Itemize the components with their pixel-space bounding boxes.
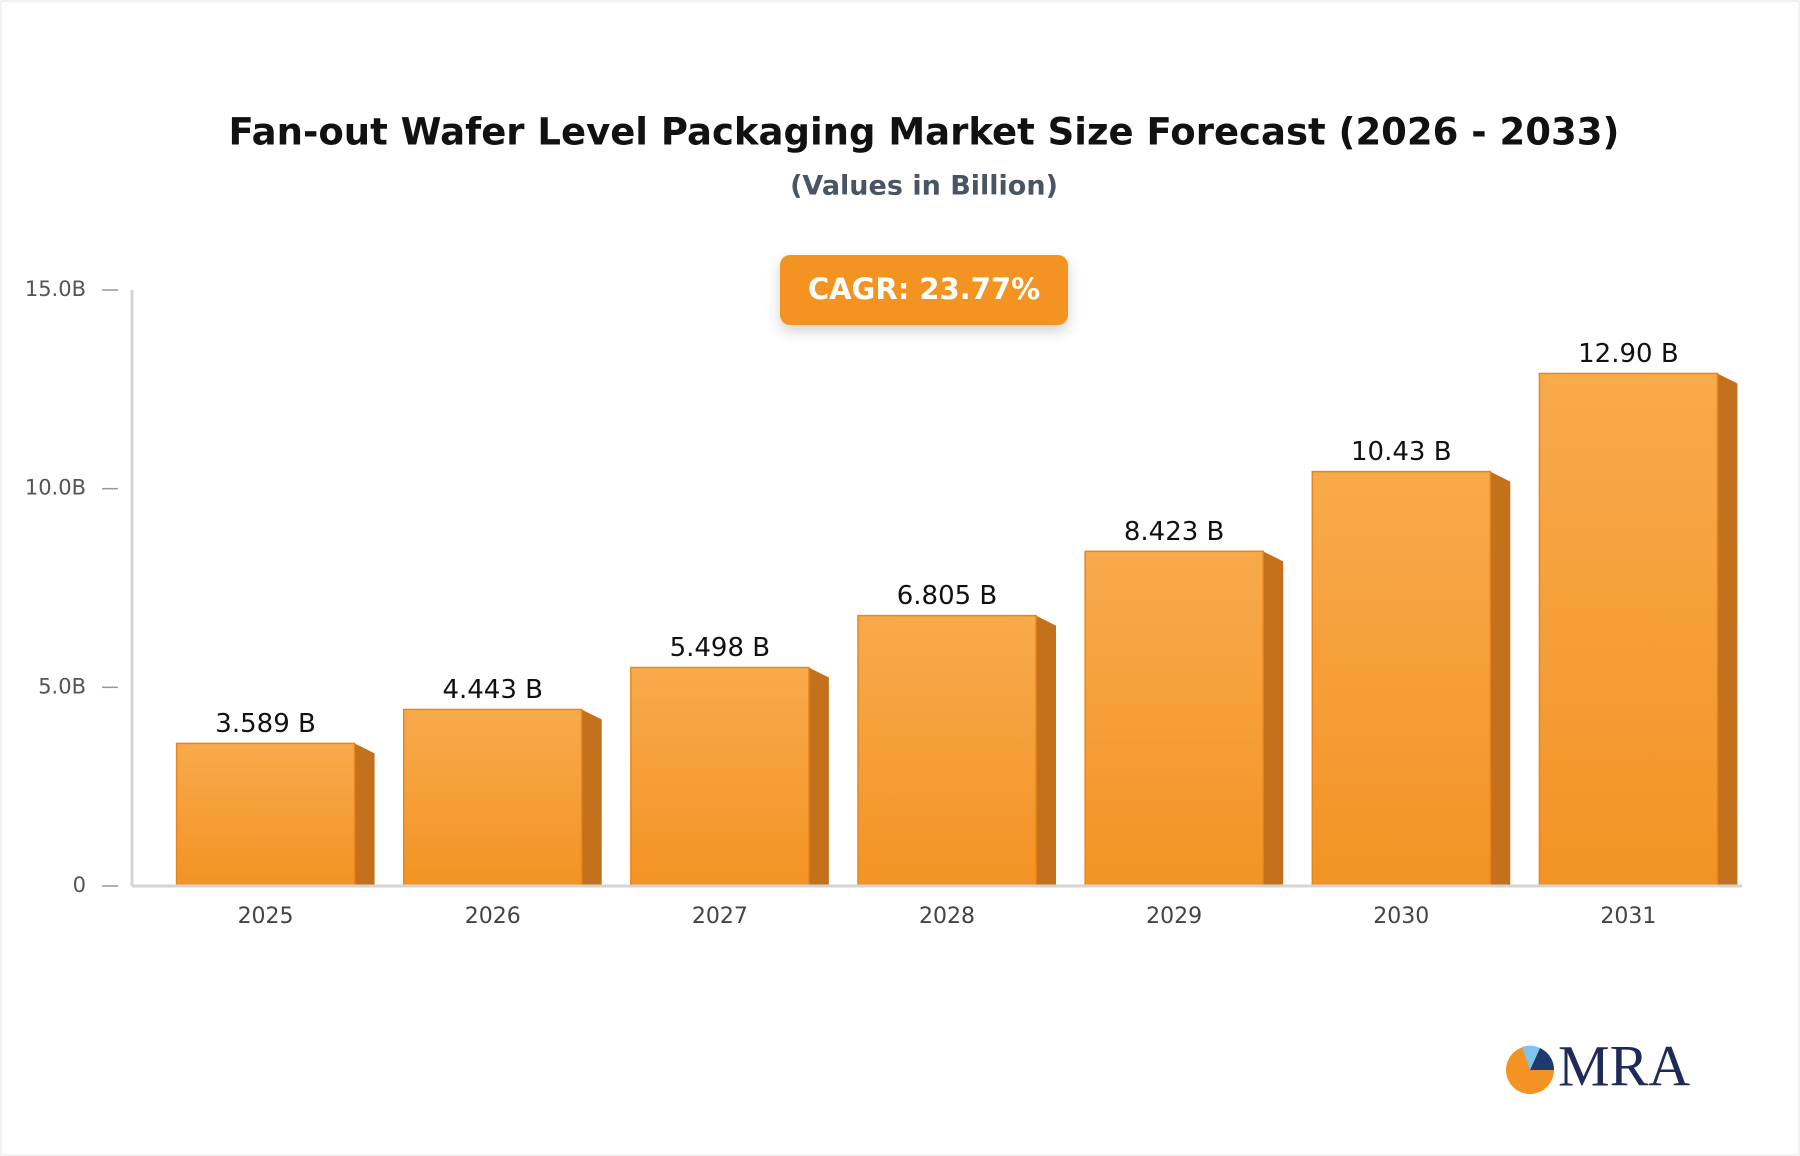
cagr-label: CAGR: 23.77% (808, 272, 1040, 306)
value-label: 6.805 B (897, 581, 998, 611)
chart-subtitle: (Values in Billion) (790, 171, 1058, 202)
bar-side (1263, 551, 1284, 886)
x-tick-label: 2025 (238, 904, 294, 929)
logo-slice (1522, 1045, 1540, 1070)
x-tick-label: 2026 (465, 904, 521, 929)
bar (1311, 470, 1492, 887)
value-label: 10.43 B (1351, 437, 1452, 467)
bar-side (581, 709, 602, 886)
value-label: 3.589 B (215, 709, 316, 739)
x-tick-label: 2029 (1146, 904, 1202, 929)
bar (175, 742, 356, 887)
y-tick-label: 0 (73, 873, 86, 897)
logo-text: MRA (1558, 1033, 1690, 1098)
bar-side (1036, 615, 1056, 886)
value-label: 5.498 B (670, 633, 771, 663)
cagr-box (780, 255, 1068, 325)
y-tick-label: 5.0B (38, 674, 86, 698)
bar-side (354, 743, 375, 886)
bar (402, 708, 583, 887)
logo-slice (1530, 1048, 1555, 1070)
y-tick-label: 15.0B (25, 277, 86, 301)
bar (630, 666, 810, 887)
value-label: 8.423 B (1124, 517, 1225, 547)
x-tick-label: 2027 (692, 904, 748, 929)
x-tick-label: 2028 (919, 904, 975, 929)
bar-side (808, 667, 829, 886)
x-tick-label: 2031 (1600, 904, 1656, 929)
chart-title: Fan-out Wafer Level Packaging Market Siz… (229, 111, 1620, 154)
bar (1538, 372, 1719, 887)
bar-side (1490, 471, 1511, 886)
value-label: 12.90 B (1578, 339, 1679, 369)
value-label: 4.443 B (442, 675, 543, 705)
bar (1084, 550, 1264, 887)
y-tick-label: 10.0B (25, 476, 86, 500)
bar-side (1717, 373, 1738, 886)
cagr-badge: CAGR: 23.77% (780, 255, 1068, 325)
bar (857, 614, 1037, 887)
plot: 0 5.0B 10.0B 15.0B 2025 3.589 B 2026 4.443 B 202… (25, 277, 1742, 929)
logo: MRA (1506, 1033, 1690, 1098)
x-tick-label: 2030 (1373, 904, 1429, 929)
